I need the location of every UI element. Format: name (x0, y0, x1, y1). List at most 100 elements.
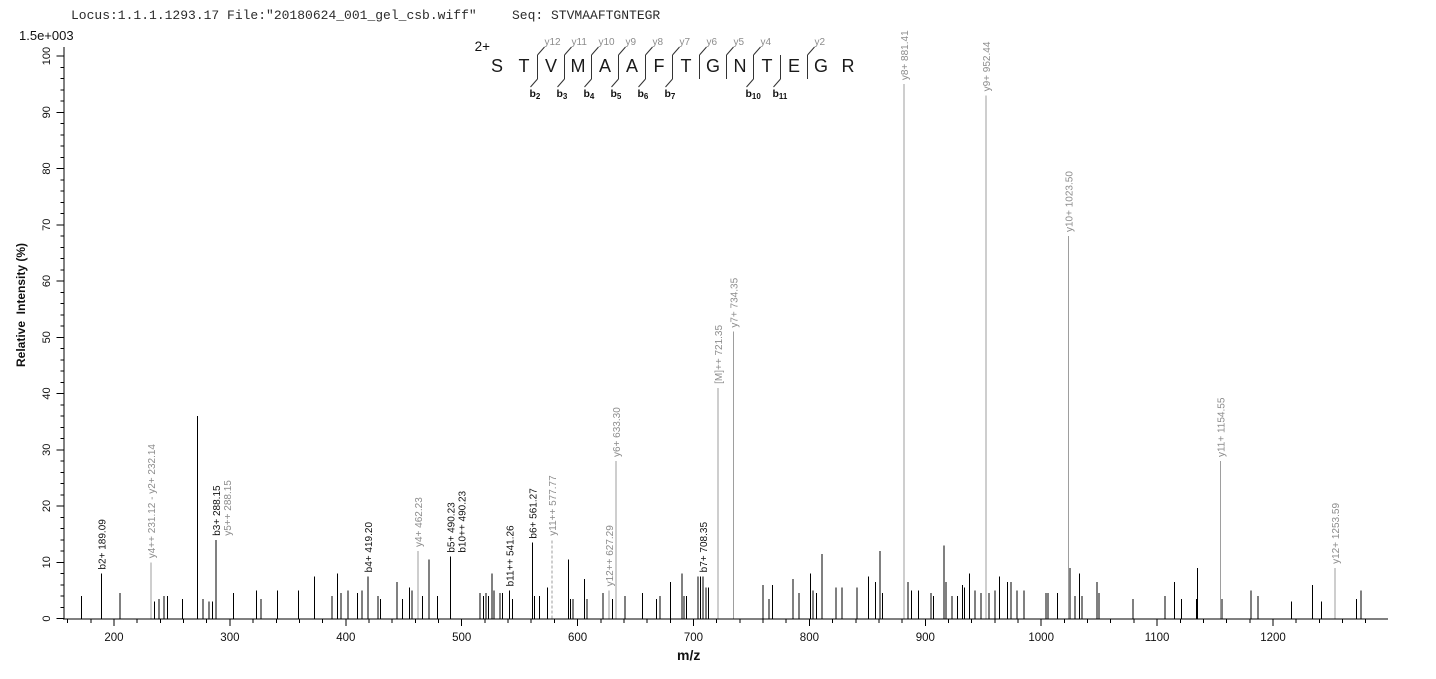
b-ion-label: b10 (746, 88, 762, 101)
y-tick-label: 70 (41, 219, 53, 231)
residue-letter: M (571, 56, 586, 76)
y-ion-label: y5 (734, 37, 745, 48)
fragment-mark (665, 78, 673, 88)
y-ion-label: y4 (761, 37, 772, 48)
header-locus-file: Locus:1.1.1.1293.17 File:"20180624_001_g… (71, 8, 477, 23)
residue-letter: G (706, 56, 720, 76)
y-tick-label: 30 (41, 444, 53, 456)
peak-label: y9+ 952.44 (982, 41, 993, 91)
peak-label: b11++ 541.26 (506, 525, 517, 586)
peak-label: y8+ 881.41 (900, 30, 911, 80)
y-tick-label: 0 (41, 615, 53, 621)
y-ion-label: y11 (572, 37, 588, 48)
y-ion-label: y8 (653, 37, 664, 48)
labeled-peaks: b2+ 189.09 y4++ 231.12 - y2+ 232.14 b3+ 28… (97, 30, 1342, 619)
fragment-mark (611, 78, 619, 88)
fragment-mark (773, 78, 781, 88)
x-tick-label: 300 (220, 632, 239, 644)
peak-label: y7+ 734.35 (729, 277, 740, 327)
fragment-mark (672, 46, 680, 56)
fragment-mark (726, 46, 734, 56)
fragment-mark (638, 78, 646, 88)
fragment-mark (645, 46, 653, 56)
header-sequence: Seq: STVMAAFTGNTEGR (512, 8, 661, 23)
x-tick-label: 1000 (1028, 632, 1054, 644)
b-ion-label: b6 (638, 88, 649, 101)
residue-letter: T (762, 56, 773, 76)
peak-label: y4++ 231.12 - y2+ 232.14 (147, 444, 158, 559)
peak-label: y12++ 627.29 (605, 525, 616, 587)
y-ion-label: y12 (545, 37, 562, 48)
y-tick-label: 60 (41, 275, 53, 287)
y-tick-label: 80 (41, 162, 53, 174)
x-axis-title: m/z (677, 647, 701, 663)
residue-letter: E (788, 56, 800, 76)
peak-label: y6+ 633.30 (612, 407, 623, 457)
fragment-mark (699, 46, 707, 56)
y-tick-label: 20 (41, 500, 53, 512)
fragment-mark (530, 78, 538, 88)
y-tick-label: 100 (41, 47, 53, 65)
b-ion-label: b7 (665, 88, 676, 101)
residue-letter: N (734, 56, 747, 76)
y-ion-label: y10 (599, 37, 616, 48)
b-ion-label: b3 (557, 88, 568, 101)
y-tick-label: 50 (41, 331, 53, 343)
peak-label: y5++ 288.15 (223, 480, 234, 536)
b-ion-label: b11 (773, 88, 788, 101)
x-tick-label: 900 (916, 632, 935, 644)
peak-label: y11+ 1154.55 (1216, 397, 1227, 457)
peak-label: b2+ 189.09 (97, 519, 108, 570)
precursor-charge: 2+ (475, 39, 491, 54)
fragment-mark (584, 78, 592, 88)
x-tick-label: 1100 (1145, 632, 1170, 644)
x-tick-label: 600 (568, 632, 587, 644)
unlabeled-peaks (81, 416, 1362, 619)
y-ion-label: y9 (626, 37, 637, 48)
peak-label: b5+ 490.23 (446, 502, 457, 553)
x-axis-ticks: 200 300 400 500 600 700 800 900 1000 1100 1200 (67, 619, 1367, 644)
intensity-scale-note: 1.5e+003 (19, 28, 74, 43)
peak-label: b7+ 708.35 (699, 522, 710, 573)
peak-label: b3+ 288.15 (212, 485, 223, 536)
fragment-mark (618, 46, 626, 56)
peak-label: y12+ 1253.59 (1331, 503, 1342, 564)
x-tick-label: 700 (684, 632, 703, 644)
peak-label: [M]++ 721.35 (714, 325, 725, 384)
b-ion-label: b2 (530, 88, 541, 101)
residue-letter: R (842, 56, 855, 76)
peak-label: y10+ 1023.50 (1064, 171, 1075, 232)
residue-letter: T (681, 56, 692, 76)
fragment-mark (591, 46, 599, 56)
peak-label: y11++ 577.77 (548, 475, 559, 536)
x-tick-label: 500 (452, 632, 471, 644)
residue-letter: S (491, 56, 503, 76)
peak-label: b10++ 490.23 (457, 490, 468, 552)
x-tick-label: 200 (104, 632, 123, 644)
fragment-mark (746, 78, 754, 88)
fragment-mark (537, 46, 545, 56)
y-tick-label: 40 (41, 387, 53, 399)
b-ion-label: b5 (611, 88, 622, 101)
residue-letter: A (599, 56, 611, 76)
x-tick-label: 800 (800, 632, 819, 644)
residue-letter: T (519, 56, 530, 76)
fragment-mark (753, 46, 761, 56)
y-ion-label: y7 (680, 37, 691, 48)
x-tick-label: 1200 (1260, 632, 1286, 644)
fragment-mark (807, 46, 815, 56)
fragment-mark (564, 46, 572, 56)
x-tick-label: 400 (336, 632, 355, 644)
fragment-mark (557, 78, 565, 88)
residue-letter: V (545, 56, 557, 76)
y-tick-label: 90 (41, 106, 53, 118)
axes (63, 47, 1388, 620)
peak-label: b4+ 419.20 (364, 522, 375, 573)
y-ion-label: y2 (815, 37, 826, 48)
residue-letter: F (654, 56, 665, 76)
y-tick-label: 10 (41, 556, 53, 568)
residue-letter: G (814, 56, 828, 76)
residue-letter: A (626, 56, 638, 76)
